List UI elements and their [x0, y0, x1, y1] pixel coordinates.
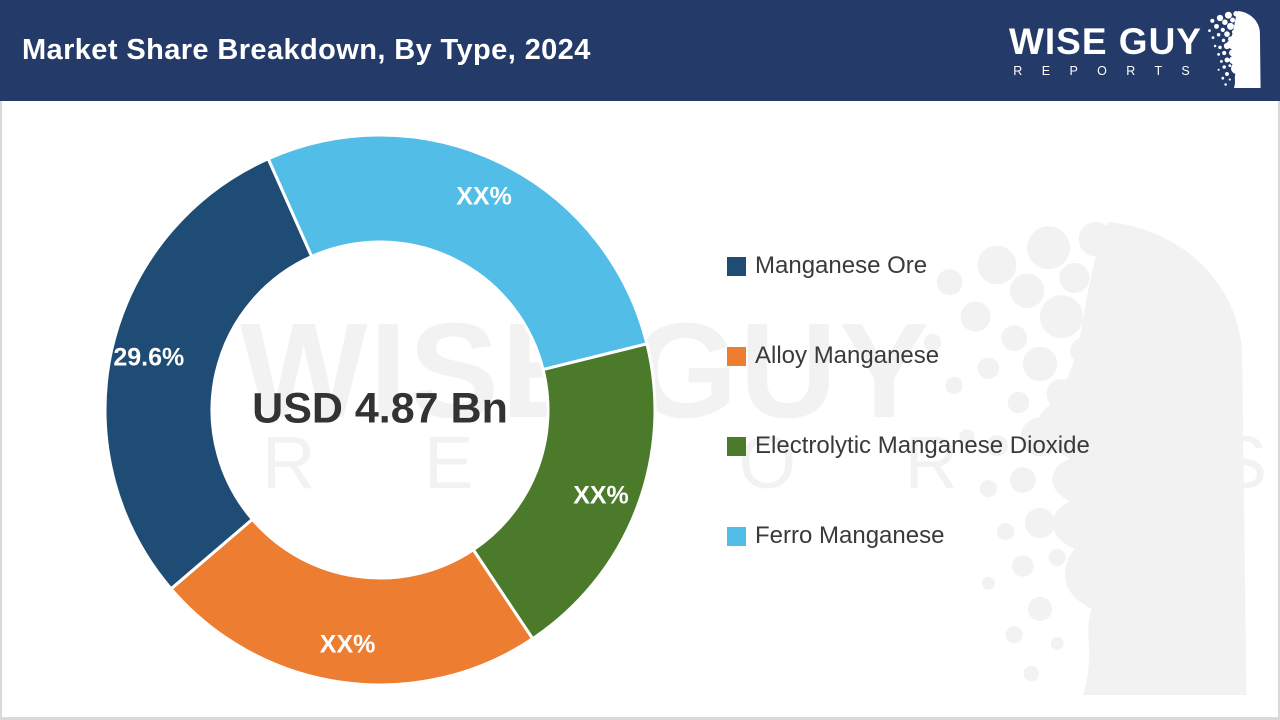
legend-item-manganese-ore: Manganese Ore [727, 252, 1090, 280]
slice-value-label: XX% [573, 481, 629, 510]
legend-item-ferro-manganese: Ferro Manganese [727, 522, 1090, 550]
chart-center-value: USD 4.87 Bn [252, 384, 508, 433]
legend-label: Ferro Manganese [755, 522, 945, 549]
slice-value-label: XX% [456, 182, 512, 211]
legend-swatch-icon [727, 526, 746, 546]
wise-guy-reports-logo: WISE GUY R E P O R T S [1009, 13, 1262, 88]
donut-slice-electrolytic-manganese-dioxide [471, 342, 657, 641]
legend-item-electrolytic-manganese-dioxide: Electrolytic Manganese Dioxide [727, 432, 1090, 460]
slice-value-label: XX% [319, 630, 376, 659]
logo-text: WISE GUY R E P O R T S [1009, 23, 1202, 78]
slice-value-label: 29.6% [113, 343, 185, 372]
legend-swatch-icon [727, 346, 746, 366]
donut-slice-manganese-ore [103, 157, 314, 591]
donut-slice-alloy-manganese [169, 517, 535, 687]
logo-wordmark: WISE GUY [1008, 21, 1202, 62]
legend-swatch-icon [727, 256, 746, 276]
page-title: Market Share Breakdown, By Type, 2024 [22, 34, 591, 66]
legend-label: Alloy Manganese [755, 342, 940, 369]
legend-label: Manganese Ore [755, 252, 928, 279]
donut-slice-ferro-manganese [266, 133, 649, 372]
logo-subtitle: R E P O R T S [1013, 64, 1198, 78]
legend-label: Electrolytic Manganese Dioxide [755, 432, 1090, 459]
chart-legend: Manganese Ore Alloy Manganese Electrolytic… [727, 252, 1090, 550]
legend-swatch-icon [727, 436, 746, 456]
donut-chart [103, 133, 657, 687]
legend-item-alloy-manganese: Alloy Manganese [727, 342, 1090, 370]
logo-face-icon [1192, 11, 1262, 88]
header-bar: Market Share Breakdown, By Type, 2024 WI… [0, 0, 1280, 101]
